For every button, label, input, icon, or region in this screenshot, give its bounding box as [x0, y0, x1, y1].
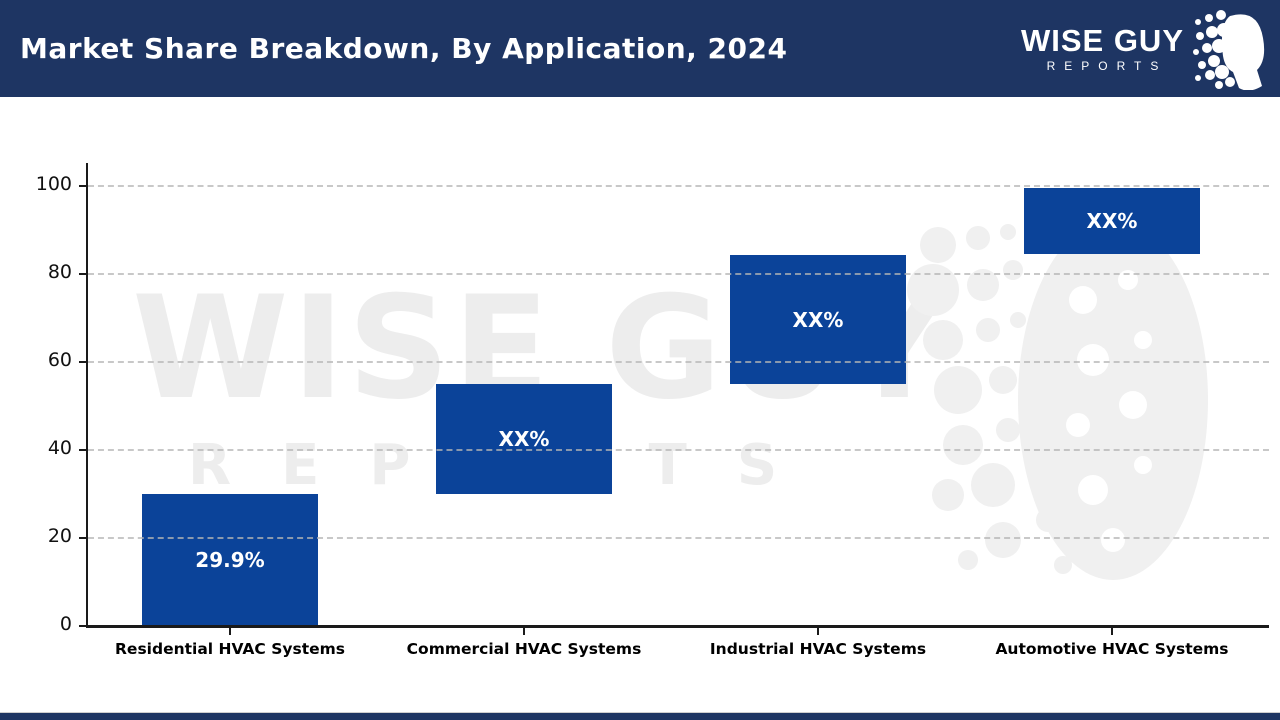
y-tick	[79, 625, 86, 627]
wiseguy-logo: WISE GUY REPORTS	[1021, 8, 1266, 90]
y-tick-label: 0	[59, 613, 72, 635]
y-tick	[79, 185, 86, 187]
x-category-label: Residential HVAC Systems	[115, 640, 345, 658]
y-tick-label: 40	[47, 437, 72, 459]
y-tick	[79, 537, 86, 539]
bar-segment	[1024, 188, 1200, 255]
logo-text: WISE GUY REPORTS	[1021, 25, 1184, 72]
bar-segment	[436, 384, 612, 494]
logo-name: WISE GUY	[1020, 23, 1184, 58]
header-bar: Market Share Breakdown, By Application, …	[0, 0, 1280, 97]
x-tick	[523, 628, 525, 635]
x-tick	[1111, 628, 1113, 635]
x-category-label: Automotive HVAC Systems	[995, 640, 1229, 658]
x-category-label: Industrial HVAC Systems	[709, 640, 927, 658]
bar-segment	[142, 494, 318, 626]
y-axis-line	[86, 163, 88, 628]
page-title: Market Share Breakdown, By Application, …	[20, 32, 788, 65]
logo-face-icon	[1193, 9, 1265, 90]
gridline	[88, 537, 1269, 539]
bar-value-label: XX%	[1086, 209, 1138, 234]
y-tick-label: 80	[47, 261, 72, 283]
watermark-face-icon	[907, 220, 1208, 580]
x-axis-line	[86, 625, 1269, 628]
x-category-label: Commercial HVAC Systems	[406, 640, 642, 658]
gridline	[88, 449, 1269, 451]
gridline	[88, 361, 1269, 363]
x-tick	[229, 628, 231, 635]
y-tick-label: 100	[35, 173, 72, 195]
y-tick-label: 20	[47, 525, 72, 547]
logo-subname: REPORTS	[1046, 59, 1168, 73]
gridline	[88, 185, 1269, 187]
y-tick-label: 60	[47, 349, 72, 371]
y-tick	[79, 449, 86, 451]
gridline	[88, 273, 1269, 275]
x-tick	[817, 628, 819, 635]
bar-value-label: XX%	[498, 427, 550, 451]
bar-value-label: 29.9%	[195, 548, 265, 572]
footer-bar	[0, 712, 1280, 720]
bar-value-label: XX%	[792, 307, 844, 332]
y-tick	[79, 361, 86, 363]
y-tick	[79, 273, 86, 275]
